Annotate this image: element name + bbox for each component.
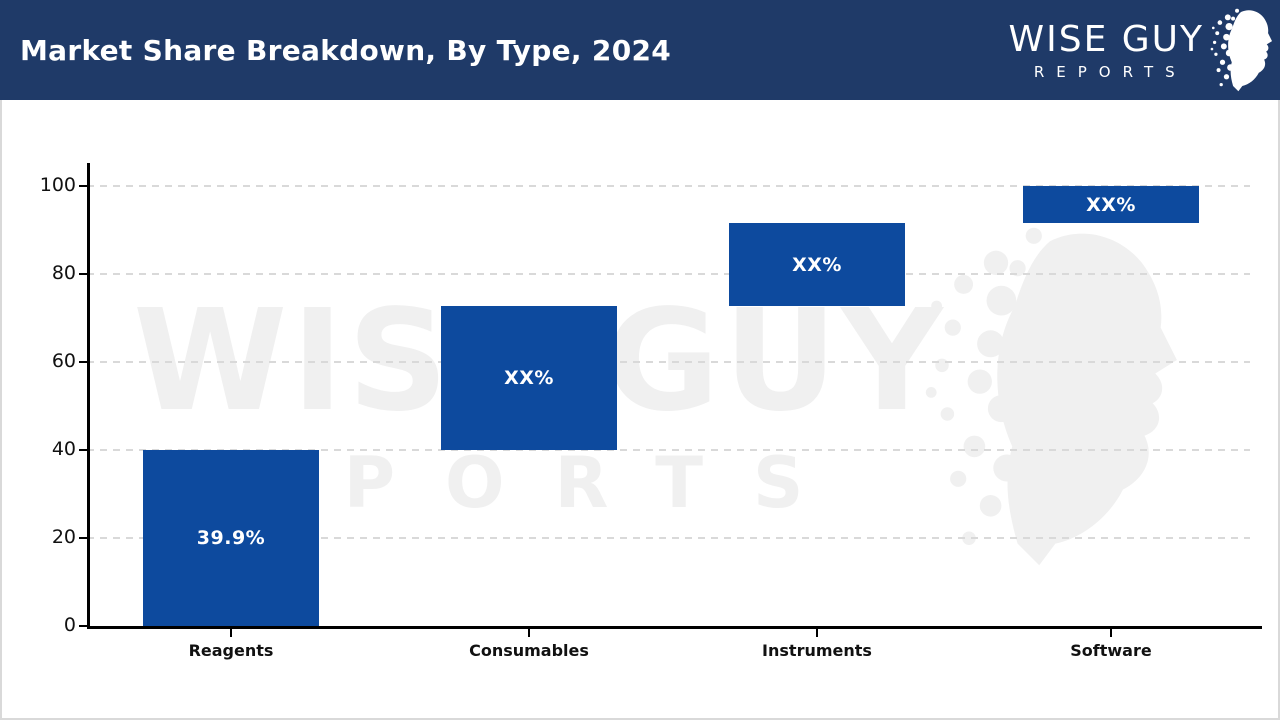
page-title: Market Share Breakdown, By Type, 2024 bbox=[20, 33, 672, 67]
x-category-label: Consumables bbox=[469, 641, 589, 660]
y-tick-mark bbox=[79, 625, 87, 627]
y-tick-label: 40 bbox=[51, 438, 76, 460]
gridline bbox=[87, 537, 1250, 539]
x-category-label: Software bbox=[1070, 641, 1152, 660]
brand-logo-text: WISE GUY REPORTS bbox=[1008, 18, 1205, 81]
y-axis-line bbox=[87, 163, 90, 628]
bar-software: XX% bbox=[1023, 186, 1199, 224]
y-tick-mark bbox=[79, 185, 87, 187]
x-tick-mark bbox=[1110, 629, 1112, 637]
gridline bbox=[87, 361, 1250, 363]
y-tick-mark bbox=[79, 361, 87, 363]
x-category-label: Reagents bbox=[188, 641, 274, 660]
logo-reports-label: REPORTS bbox=[1033, 62, 1187, 81]
x-axis-line bbox=[87, 626, 1262, 629]
gridline bbox=[87, 185, 1250, 187]
y-tick-mark bbox=[79, 537, 87, 539]
bar-reagents: 39.9% bbox=[143, 450, 319, 626]
bar-consumables: XX% bbox=[441, 306, 617, 451]
y-tick-label: 80 bbox=[51, 262, 76, 284]
y-tick-mark bbox=[79, 449, 87, 451]
logo-wiseguy-label: WISE GUY bbox=[1008, 18, 1204, 60]
bar-value-label: XX% bbox=[792, 253, 842, 276]
gridline bbox=[87, 449, 1250, 451]
bar-instruments: XX% bbox=[729, 223, 905, 307]
watermark-face-icon bbox=[925, 227, 1177, 566]
x-tick-mark bbox=[816, 629, 818, 637]
bar-value-label: XX% bbox=[1086, 193, 1136, 216]
header: Market Share Breakdown, By Type, 2024 WI… bbox=[0, 0, 1280, 100]
bar-value-label: 39.9% bbox=[196, 527, 266, 550]
dotted-face-icon bbox=[1210, 8, 1273, 92]
x-tick-mark bbox=[230, 629, 232, 637]
brand-logo: WISE GUY REPORTS bbox=[1009, 8, 1275, 94]
y-tick-label: 20 bbox=[51, 526, 76, 548]
y-tick-label: 60 bbox=[51, 350, 76, 372]
y-tick-mark bbox=[79, 273, 87, 275]
bar-value-label: XX% bbox=[504, 367, 554, 390]
gridline bbox=[87, 273, 1250, 275]
y-tick-label: 100 bbox=[39, 174, 76, 196]
x-tick-mark bbox=[528, 629, 530, 637]
y-tick-label: 0 bbox=[63, 614, 76, 636]
x-category-label: Instruments bbox=[762, 641, 872, 660]
